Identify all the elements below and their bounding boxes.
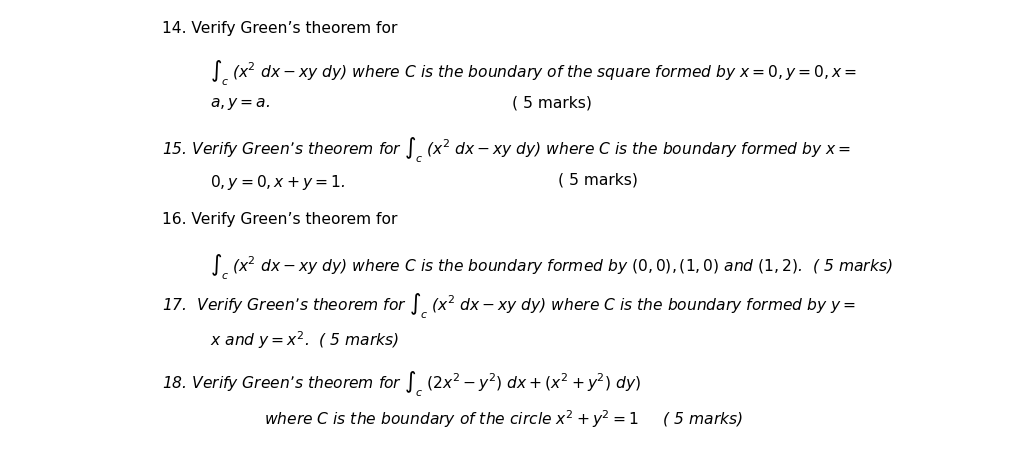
- Text: ( 5 marks): ( 5 marks): [558, 173, 638, 188]
- Text: ( 5 marks): ( 5 marks): [512, 96, 592, 111]
- Text: 17.  Verify Green’s theorem for $\int_c$ ($x^2$ $dx - xy$ $dy$) where $C$ is the: 17. Verify Green’s theorem for $\int_c$ …: [162, 292, 856, 321]
- Text: 18. Verify Green’s theorem for $\int_c$ $(2x^2 - y^2)$ $dx + (x^2 + y^2)$ $dy)$: 18. Verify Green’s theorem for $\int_c$ …: [162, 369, 641, 398]
- Text: $a, y = a$.: $a, y = a$.: [210, 96, 270, 112]
- Text: 14. Verify Green’s theorem for: 14. Verify Green’s theorem for: [162, 21, 397, 36]
- Text: where $C$ is the boundary of the circle $x^2 + y^2 = 1$     ( 5 marks): where $C$ is the boundary of the circle …: [264, 409, 743, 430]
- Text: 15. Verify Green’s theorem for $\int_c$ ($x^2$ $dx - xy$ $dy$) where $C$ is the : 15. Verify Green’s theorem for $\int_c$ …: [162, 135, 851, 165]
- Text: $0, y = 0, x + y = 1$.: $0, y = 0, x + y = 1$.: [210, 173, 345, 192]
- Text: $\int_c$ ($x^2$ $dx - xy$ $dy$) where $C$ is the boundary formed by $(0,0),(1,0): $\int_c$ ($x^2$ $dx - xy$ $dy$) where $C…: [210, 252, 893, 282]
- Text: $x$ and $y = x^2$.  ( 5 marks): $x$ and $y = x^2$. ( 5 marks): [210, 329, 399, 351]
- Text: 16. Verify Green’s theorem for: 16. Verify Green’s theorem for: [162, 212, 397, 227]
- Text: $\int_c$ ($x^2$ $dx - xy$ $dy$) where $C$ is the boundary of the square formed b: $\int_c$ ($x^2$ $dx - xy$ $dy$) where $C…: [210, 58, 857, 88]
